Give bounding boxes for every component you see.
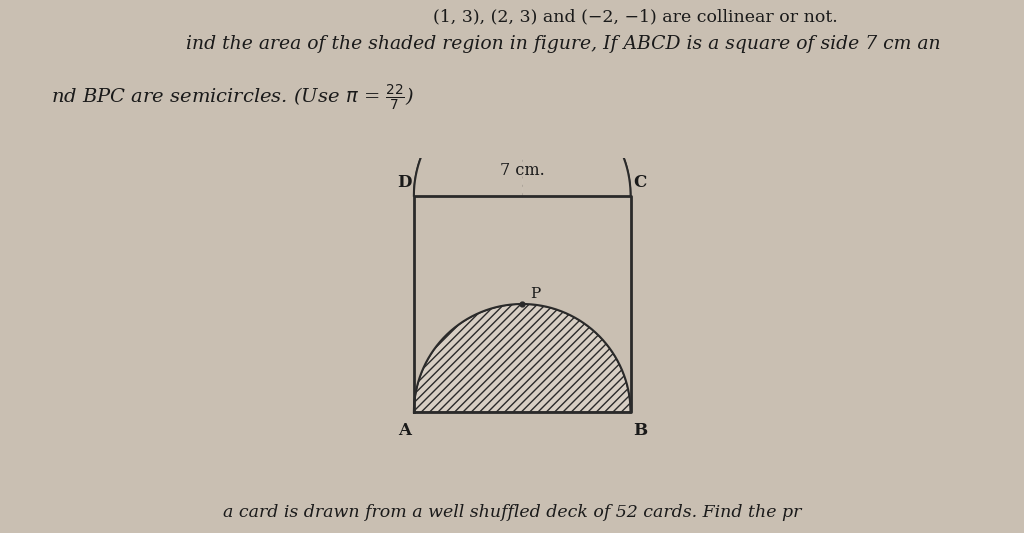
Text: B: B [633, 422, 647, 439]
Polygon shape [522, 87, 631, 413]
Text: A: A [398, 422, 411, 439]
Polygon shape [414, 196, 631, 413]
Text: P: P [530, 287, 541, 301]
Text: (1, 3), (2, 3) and (−2, −1) are collinear or not.: (1, 3), (2, 3) and (−2, −1) are collinea… [432, 8, 838, 25]
Text: ind the area of the shaded region in figure, If ABCD is a square of side 7 cm an: ind the area of the shaded region in fig… [186, 35, 940, 53]
Text: nd BPC are semicircles. (Use $\pi$ = $\frac{22}{7}$): nd BPC are semicircles. (Use $\pi$ = $\f… [51, 83, 415, 112]
Text: C: C [633, 174, 646, 191]
Text: 7 cm.: 7 cm. [500, 161, 545, 179]
Text: a card is drawn from a well shuffled deck of 52 cards. Find the pr: a card is drawn from a well shuffled dec… [223, 504, 801, 521]
Polygon shape [414, 87, 522, 413]
Polygon shape [414, 87, 631, 196]
Polygon shape [414, 304, 631, 413]
Text: D: D [397, 174, 412, 191]
